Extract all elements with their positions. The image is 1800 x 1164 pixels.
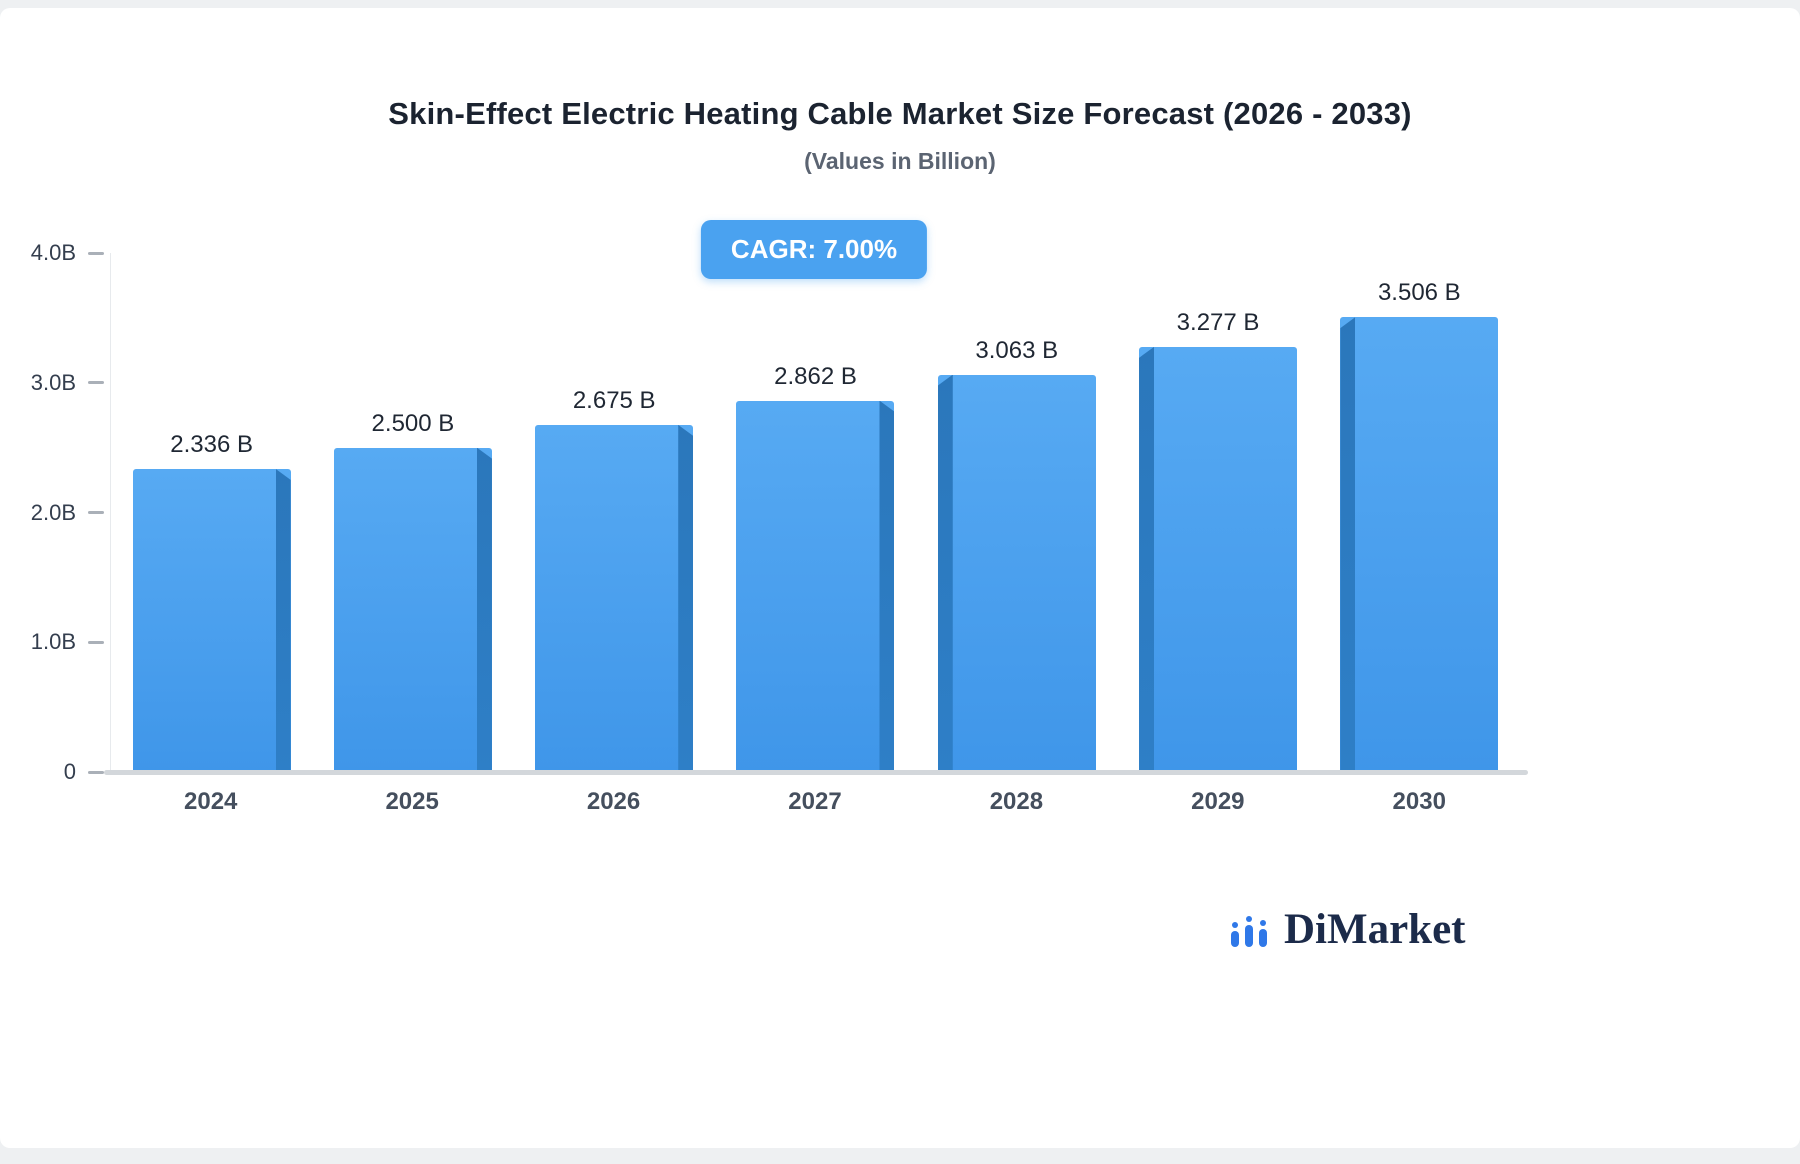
x-axis-line [104,770,1528,775]
y-tick-mark [88,640,104,644]
y-tick-label: 1.0B [30,629,76,655]
x-tick-label: 2025 [385,788,439,815]
bar-value-label: 2.336 B [170,430,253,458]
y-tick: 0 [64,759,104,785]
bar-2029 [1139,346,1298,772]
bar-value-label: 3.277 B [1176,308,1260,336]
y-tick-mark [88,251,104,255]
bar-value-label: 3.063 B [975,336,1059,364]
y-tick: 4.0B [31,240,104,266]
bar-2025 [333,447,492,772]
plot-area: 2.336 B 2.500 B 2.675 B 2.862 B 3.063 B 3.277… [110,253,1520,772]
x-tick-label: 2030 [1392,788,1446,815]
x-tick-label: 2027 [788,788,842,815]
x-tick-label: 2024 [184,788,238,815]
y-tick-mark [88,511,104,514]
y-tick-label: 3.0B [30,369,76,395]
y-tick-label: 2.0B [30,499,76,525]
x-tick-label: 2029 [1191,788,1245,815]
y-tick-label: 4.0B [30,240,76,265]
bar-slot: 2.675 B [514,253,715,772]
x-tick-label: 2026 [586,788,641,815]
y-tick: 1.0B [31,629,104,655]
chart-subtitle: (Values in Billion) [804,148,996,174]
bar-slot: 2.500 B [312,253,513,772]
bar-chart-icon [1231,916,1267,947]
x-tick-label: 2028 [989,788,1044,815]
y-axis: 4.0B 3.0B 2.0B 1.0B 0 [0,240,104,784]
bar-value-label: 2.500 B [371,409,455,437]
y-tick-label: 0 [63,759,76,784]
y-tick: 2.0B [31,500,104,526]
bar-slot: 3.063 B [916,253,1117,772]
brand-name: DiMarket [1284,906,1466,953]
y-tick: 3.0B [31,370,104,396]
bar-2028 [937,374,1096,772]
bar-slot: 3.506 B [1319,253,1520,772]
bar-2030 [1340,317,1499,772]
y-tick-mark [88,381,104,385]
bar-2027 [736,400,895,772]
x-axis-labels: 2024 2025 2026 2027 2028 2029 2030 [110,788,1520,816]
bar-slot: 2.336 B [111,253,312,772]
bar-slot: 2.862 B [715,253,916,772]
bar-value-label: 3.506 B [1377,279,1461,307]
bar-2024 [132,468,291,772]
chart-title: Skin-Effect Electric Heating Cable Marke… [388,96,1412,131]
bar-slot: 3.277 B [1117,253,1318,772]
bar-value-label: 2.675 B [572,386,656,414]
cagr-badge: CAGR: 7.00% [700,220,928,279]
bar-value-label: 2.862 B [774,362,857,390]
bar-2026 [535,424,694,772]
brand-logo: DiMarket [1228,908,1466,951]
y-tick-mark [88,770,104,774]
chart-card: Skin-Effect Electric Heating Cable Marke… [0,8,1800,1148]
